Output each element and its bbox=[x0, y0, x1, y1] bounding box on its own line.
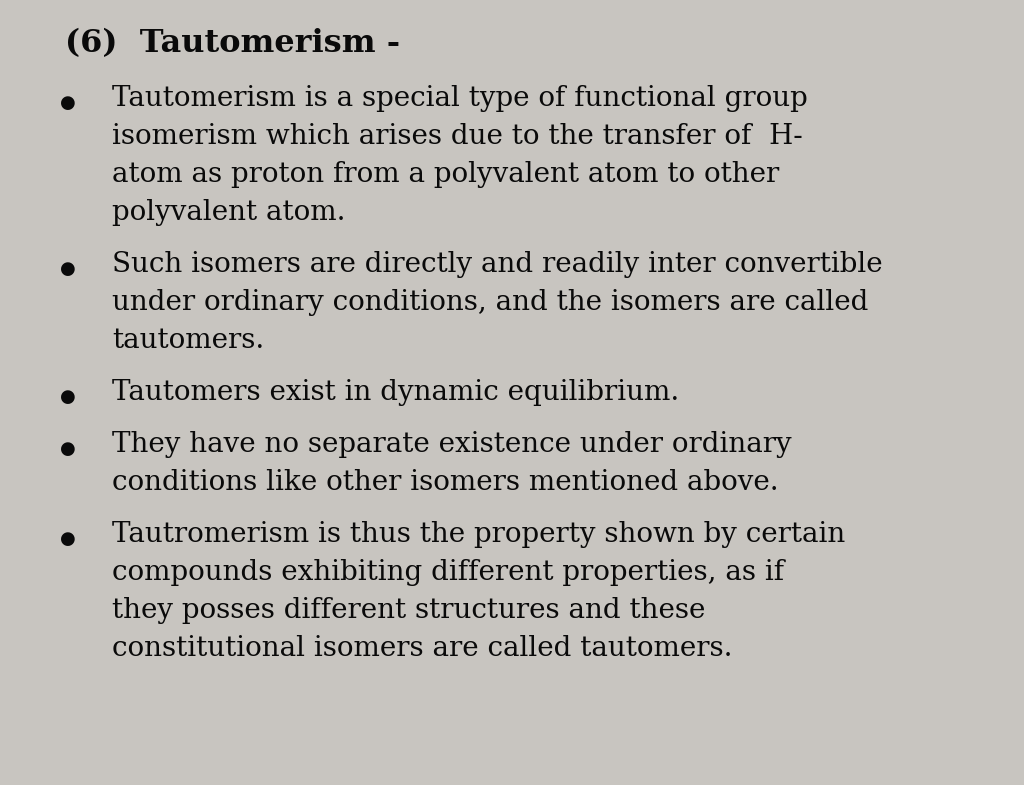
Text: Tautromerism is thus the property shown by certain: Tautromerism is thus the property shown … bbox=[112, 521, 845, 548]
Text: constitutional isomers are called tautomers.: constitutional isomers are called tautom… bbox=[112, 635, 732, 662]
Text: Tautomerism is a special type of functional group: Tautomerism is a special type of functio… bbox=[112, 85, 808, 112]
Text: Such isomers are directly and readily inter convertible: Such isomers are directly and readily in… bbox=[112, 251, 883, 278]
Text: isomerism which arises due to the transfer of  H-: isomerism which arises due to the transf… bbox=[112, 123, 803, 150]
Text: atom as proton from a polyvalent atom to other: atom as proton from a polyvalent atom to… bbox=[112, 161, 779, 188]
Text: they posses different structures and these: they posses different structures and the… bbox=[112, 597, 706, 624]
Text: Tautomers exist in dynamic equilibrium.: Tautomers exist in dynamic equilibrium. bbox=[112, 379, 679, 406]
Text: They have no separate existence under ordinary: They have no separate existence under or… bbox=[112, 431, 792, 458]
Text: polyvalent atom.: polyvalent atom. bbox=[112, 199, 345, 226]
Text: (6)  Tautomerism -: (6) Tautomerism - bbox=[65, 28, 400, 59]
Text: ●: ● bbox=[60, 388, 76, 406]
Text: ●: ● bbox=[60, 440, 76, 458]
Text: conditions like other isomers mentioned above.: conditions like other isomers mentioned … bbox=[112, 469, 778, 496]
Text: ●: ● bbox=[60, 530, 76, 548]
Text: ●: ● bbox=[60, 260, 76, 278]
Text: ●: ● bbox=[60, 94, 76, 112]
Text: tautomers.: tautomers. bbox=[112, 327, 264, 354]
Text: under ordinary conditions, and the isomers are called: under ordinary conditions, and the isome… bbox=[112, 289, 868, 316]
Text: compounds exhibiting different properties, as if: compounds exhibiting different propertie… bbox=[112, 559, 784, 586]
